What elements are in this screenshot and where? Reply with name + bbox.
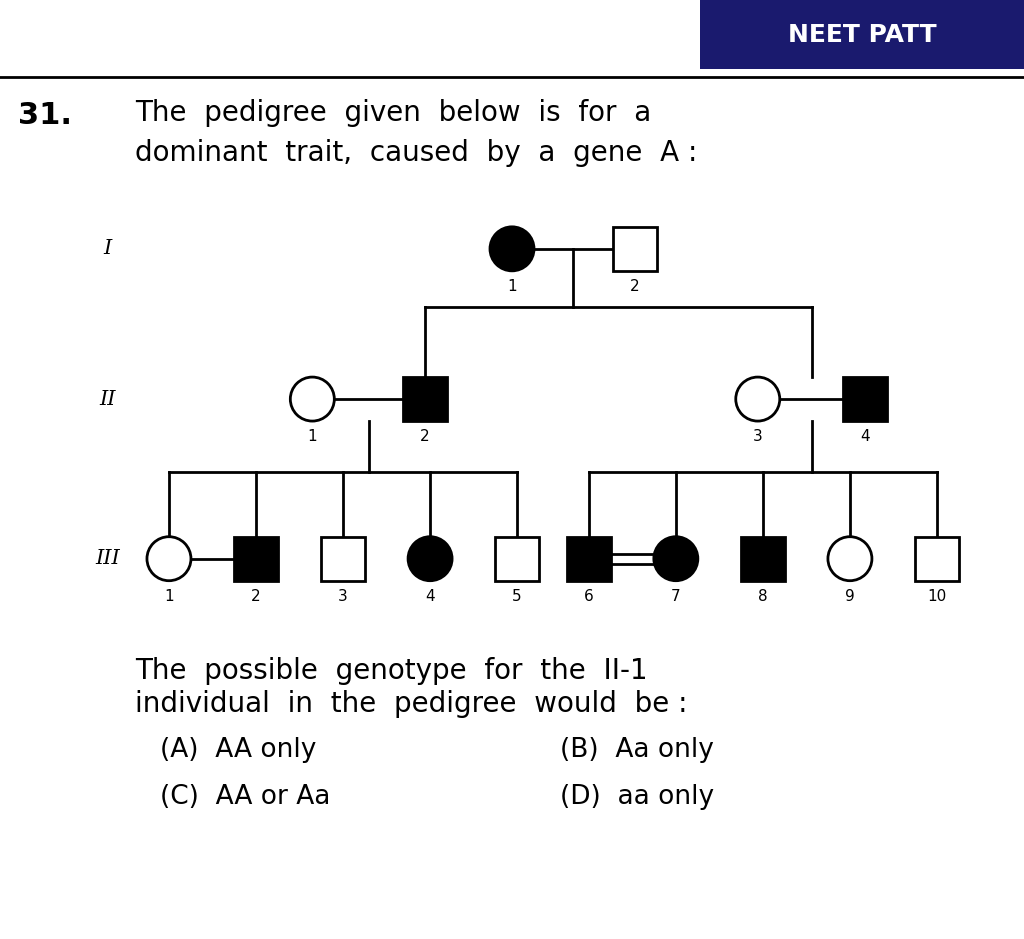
Text: 1: 1	[507, 279, 517, 294]
Circle shape	[409, 537, 452, 580]
Circle shape	[828, 537, 871, 580]
Text: 2: 2	[630, 279, 640, 294]
Text: 4: 4	[425, 589, 435, 604]
Text: I: I	[103, 239, 112, 258]
Bar	[322, 537, 365, 580]
Text: 7: 7	[671, 589, 681, 604]
Text: (C)  AA or Aa: (C) AA or Aa	[160, 784, 331, 810]
Bar	[403, 377, 446, 421]
Bar	[567, 537, 610, 580]
Text: 5: 5	[512, 589, 522, 604]
Bar	[234, 537, 278, 580]
Text: III: III	[95, 549, 120, 568]
Bar	[496, 537, 539, 580]
Text: II: II	[99, 390, 116, 408]
Circle shape	[490, 227, 534, 270]
Text: 1: 1	[307, 429, 317, 444]
Text: NEET PATT: NEET PATT	[787, 23, 936, 47]
Circle shape	[291, 377, 334, 421]
Bar	[700, 0, 1024, 69]
Text: 31.: 31.	[18, 101, 72, 130]
Bar	[915, 537, 958, 580]
Text: 8: 8	[758, 589, 768, 604]
Text: dominant  trait,  caused  by  a  gene  A :: dominant trait, caused by a gene A :	[135, 139, 697, 167]
Text: (D)  aa only: (D) aa only	[560, 784, 714, 810]
Bar	[613, 227, 656, 270]
Text: 2: 2	[420, 429, 430, 444]
Bar	[844, 377, 887, 421]
Text: 2: 2	[251, 589, 261, 604]
Text: (A)  AA only: (A) AA only	[160, 737, 316, 763]
Text: 1: 1	[164, 589, 174, 604]
Text: 3: 3	[753, 429, 763, 444]
Text: 3: 3	[338, 589, 348, 604]
Text: individual  in  the  pedigree  would  be :: individual in the pedigree would be :	[135, 690, 687, 718]
Circle shape	[736, 377, 779, 421]
Circle shape	[654, 537, 697, 580]
Text: 4: 4	[860, 429, 870, 444]
Text: (B)  Aa only: (B) Aa only	[560, 737, 714, 763]
Text: 10: 10	[928, 589, 946, 604]
Text: The  pedigree  given  below  is  for  a: The pedigree given below is for a	[135, 99, 651, 127]
Text: The  possible  genotype  for  the  II-1: The possible genotype for the II-1	[135, 657, 647, 685]
Circle shape	[147, 537, 190, 580]
Text: 6: 6	[584, 589, 594, 604]
Text: 9: 9	[845, 589, 855, 604]
Bar	[741, 537, 784, 580]
